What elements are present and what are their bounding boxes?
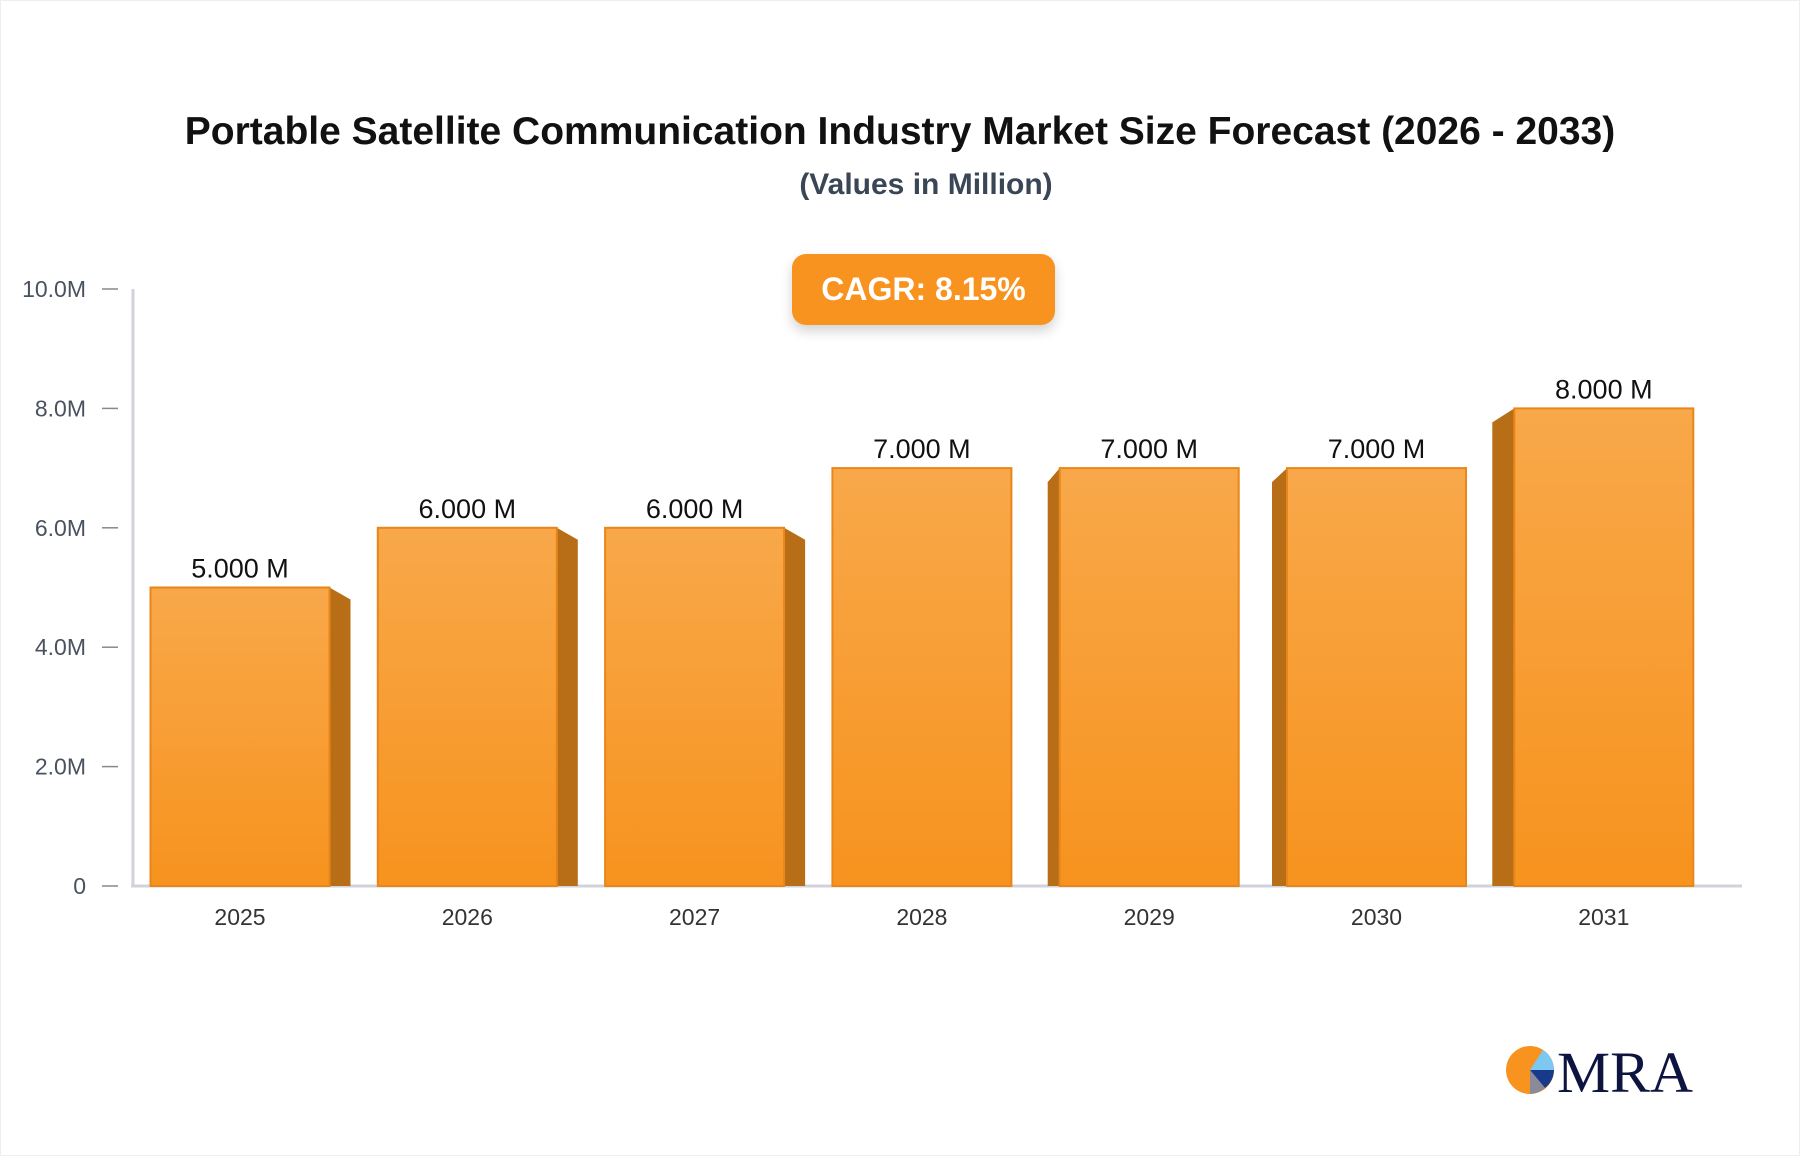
bar — [604, 526, 786, 887]
bar-side — [784, 527, 806, 886]
y-tick-label: 4.0M — [35, 634, 86, 660]
y-tick-label: 2.0M — [35, 754, 86, 780]
bar — [831, 467, 1013, 887]
x-tick-label: 2029 — [1124, 904, 1175, 930]
bar — [1058, 467, 1240, 887]
svg-text:MRA: MRA — [1557, 1040, 1693, 1100]
mra-logo: MRA — [1506, 1040, 1693, 1100]
data-label: 7.000 M — [873, 434, 971, 464]
x-tick-label: 2027 — [669, 904, 720, 930]
data-label: 7.000 M — [1328, 434, 1426, 464]
data-label: 7.000 M — [1100, 434, 1198, 464]
y-tick-label: 10.0M — [22, 276, 86, 302]
x-tick-label: 2031 — [1578, 904, 1629, 930]
x-tick-label: 2028 — [896, 904, 947, 930]
data-label: 6.000 M — [419, 494, 517, 524]
y-tick-label: 8.0M — [35, 395, 86, 421]
chart-title: Portable Satellite Communication Industr… — [184, 110, 1616, 153]
bar-side — [329, 587, 351, 886]
bar — [1286, 467, 1467, 887]
y-tick-label: 0 — [73, 873, 86, 899]
bar-side — [1492, 408, 1515, 886]
bar — [1513, 407, 1695, 887]
x-tick-label: 2025 — [214, 904, 265, 930]
bar-side — [1047, 468, 1060, 886]
bar-side — [1272, 468, 1287, 886]
data-label: 5.000 M — [191, 554, 289, 584]
bar-side — [556, 527, 578, 886]
x-tick-label: 2026 — [442, 904, 493, 930]
chart-subtitle: (Values in Million) — [799, 168, 1053, 201]
y-tick-label: 6.0M — [35, 515, 86, 541]
x-tick-label: 2030 — [1351, 904, 1402, 930]
cagr-badge: CAGR: 8.15% — [792, 254, 1055, 325]
bar — [149, 586, 331, 887]
data-label: 6.000 M — [646, 494, 744, 524]
bar — [376, 526, 558, 887]
data-label: 8.000 M — [1555, 374, 1653, 404]
